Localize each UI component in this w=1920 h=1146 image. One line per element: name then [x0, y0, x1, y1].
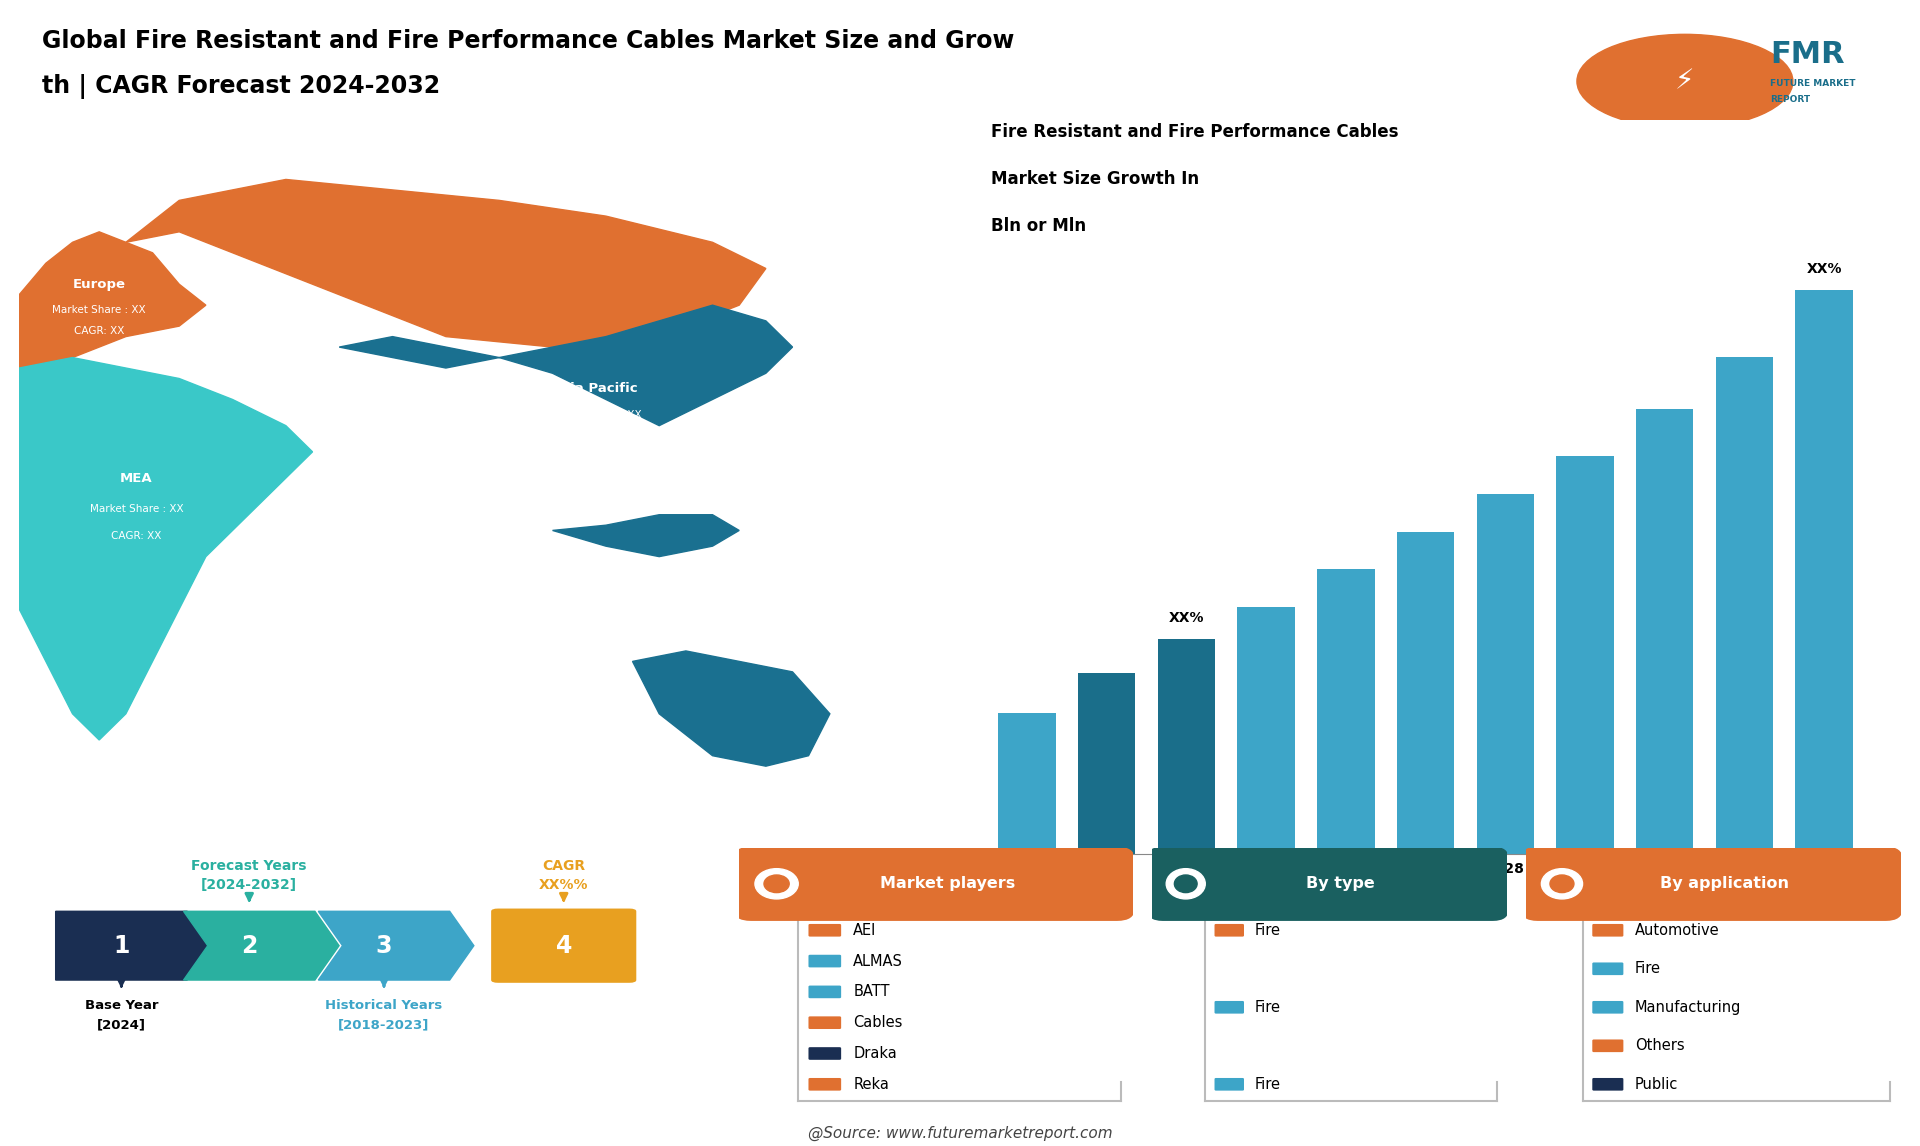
Polygon shape: [127, 180, 766, 347]
Polygon shape: [56, 911, 211, 980]
Text: FUTURE MARKET: FUTURE MARKET: [1770, 79, 1855, 88]
Text: Bln or Mln: Bln or Mln: [991, 217, 1087, 235]
Text: By application: By application: [1661, 877, 1789, 892]
Bar: [1795, 290, 1853, 854]
Text: [2018-2023]: [2018-2023]: [338, 1019, 430, 1031]
Text: CAGR: XX: CAGR: XX: [570, 437, 620, 447]
Text: Fire: Fire: [1256, 1077, 1281, 1092]
FancyBboxPatch shape: [808, 1017, 841, 1029]
Text: Asia Pacific: Asia Pacific: [553, 383, 637, 395]
Text: BATT: BATT: [852, 984, 889, 999]
Text: AEI: AEI: [852, 923, 877, 937]
Text: Market players: Market players: [879, 877, 1016, 892]
Text: Fire: Fire: [1636, 961, 1661, 976]
Circle shape: [1165, 869, 1206, 898]
FancyBboxPatch shape: [1215, 1000, 1244, 1013]
Text: Historical Years: Historical Years: [324, 999, 444, 1012]
Text: [2024]: [2024]: [96, 1019, 146, 1031]
Bar: [1557, 456, 1613, 854]
Text: Public: Public: [1636, 1077, 1678, 1092]
Text: 4: 4: [555, 934, 572, 958]
FancyBboxPatch shape: [808, 924, 841, 936]
Text: Cables: Cables: [852, 1015, 902, 1030]
Text: ⚡: ⚡: [1674, 68, 1695, 95]
Text: XX%: XX%: [1169, 612, 1204, 626]
Circle shape: [1542, 869, 1582, 898]
Text: 1: 1: [113, 934, 129, 958]
Circle shape: [1175, 876, 1196, 893]
Text: @Source: www.futuremarketreport.com: @Source: www.futuremarketreport.com: [808, 1127, 1112, 1141]
Text: Draka: Draka: [852, 1046, 897, 1061]
Polygon shape: [553, 515, 739, 557]
Bar: [1636, 409, 1693, 854]
Text: By type: By type: [1306, 877, 1375, 892]
Polygon shape: [632, 651, 829, 767]
Bar: [1716, 358, 1774, 854]
FancyBboxPatch shape: [733, 847, 1135, 921]
Text: Market Share : XX: Market Share : XX: [549, 410, 641, 421]
FancyBboxPatch shape: [808, 986, 841, 998]
Polygon shape: [0, 231, 205, 374]
Text: Market Size Growth In: Market Size Growth In: [991, 170, 1200, 188]
FancyBboxPatch shape: [808, 1078, 841, 1091]
Text: Fire: Fire: [1256, 999, 1281, 1015]
Bar: [1476, 494, 1534, 854]
Text: Europe: Europe: [73, 277, 125, 291]
Circle shape: [755, 869, 799, 898]
Bar: [1238, 607, 1294, 854]
Bar: [1317, 568, 1375, 854]
Text: Global Fire Resistant and Fire Performance Cables Market Size and Grow: Global Fire Resistant and Fire Performan…: [42, 29, 1014, 53]
Text: Base Year: Base Year: [84, 999, 157, 1012]
FancyBboxPatch shape: [1592, 1000, 1624, 1013]
Circle shape: [764, 876, 789, 893]
Text: Market Share : XX: Market Share : XX: [90, 504, 182, 515]
FancyBboxPatch shape: [1592, 1078, 1624, 1091]
Text: 2: 2: [242, 934, 257, 958]
FancyBboxPatch shape: [1521, 847, 1903, 921]
Text: th | CAGR Forecast 2024-2032: th | CAGR Forecast 2024-2032: [42, 74, 440, 100]
Text: REPORT: REPORT: [1770, 95, 1811, 104]
Circle shape: [1549, 876, 1574, 893]
Text: CAGR: XX: CAGR: XX: [111, 531, 161, 541]
FancyBboxPatch shape: [1215, 1078, 1244, 1091]
Text: Fire Resistant and Fire Performance Cables: Fire Resistant and Fire Performance Cabl…: [991, 124, 1398, 141]
Bar: [1077, 673, 1135, 854]
Text: Automotive: Automotive: [1636, 923, 1720, 937]
Text: Forecast Years: Forecast Years: [192, 860, 307, 873]
Text: MEA: MEA: [121, 471, 154, 485]
Polygon shape: [712, 327, 776, 388]
Text: Others: Others: [1636, 1038, 1684, 1053]
Polygon shape: [340, 305, 793, 425]
FancyBboxPatch shape: [808, 1047, 841, 1060]
Text: CAGR: XX: CAGR: XX: [75, 327, 125, 337]
Bar: [1158, 639, 1215, 854]
FancyBboxPatch shape: [808, 955, 841, 967]
FancyBboxPatch shape: [1592, 1039, 1624, 1052]
Bar: [1398, 532, 1453, 854]
Text: Fire: Fire: [1256, 923, 1281, 937]
Text: Manufacturing: Manufacturing: [1636, 999, 1741, 1015]
FancyBboxPatch shape: [1592, 924, 1624, 936]
FancyBboxPatch shape: [1215, 924, 1244, 936]
FancyBboxPatch shape: [492, 909, 636, 983]
Text: CAGR: CAGR: [541, 860, 586, 873]
Bar: [998, 713, 1056, 854]
Text: 3: 3: [376, 934, 392, 958]
Text: XX%%: XX%%: [540, 878, 588, 893]
Circle shape: [1576, 34, 1793, 128]
Polygon shape: [0, 358, 313, 740]
Polygon shape: [319, 911, 474, 980]
Text: Reka: Reka: [852, 1077, 889, 1092]
FancyBboxPatch shape: [1146, 847, 1509, 921]
FancyBboxPatch shape: [1592, 963, 1624, 975]
Text: Market Share : XX: Market Share : XX: [52, 305, 146, 315]
Text: ALMAS: ALMAS: [852, 953, 902, 968]
Text: FMR: FMR: [1770, 40, 1845, 69]
Text: XX%: XX%: [1807, 261, 1841, 276]
Text: [2024-2032]: [2024-2032]: [202, 878, 298, 893]
Polygon shape: [184, 911, 340, 980]
